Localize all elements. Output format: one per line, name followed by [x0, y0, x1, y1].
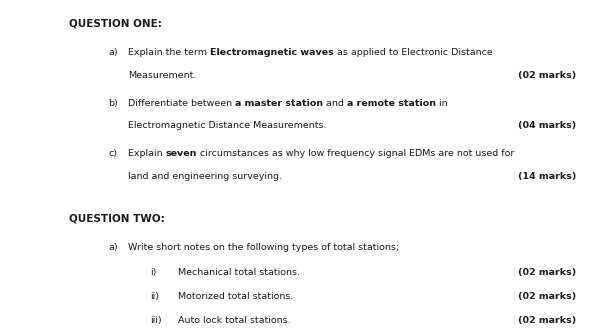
Text: Auto lock total stations.: Auto lock total stations.: [178, 316, 290, 325]
Text: seven: seven: [166, 149, 197, 158]
Text: in: in: [436, 98, 448, 108]
Text: land and engineering surveying.: land and engineering surveying.: [128, 172, 282, 181]
Text: and: and: [323, 98, 347, 108]
Text: (02 marks): (02 marks): [518, 292, 577, 301]
Text: (02 marks): (02 marks): [518, 268, 577, 277]
Text: QUESTION ONE:: QUESTION ONE:: [70, 18, 163, 28]
Text: Motorized total stations.: Motorized total stations.: [178, 292, 293, 301]
Text: QUESTION TWO:: QUESTION TWO:: [70, 213, 165, 223]
Text: Explain: Explain: [128, 149, 166, 158]
Text: (14 marks): (14 marks): [518, 172, 577, 181]
Text: (02 marks): (02 marks): [518, 316, 577, 325]
Text: c): c): [109, 149, 118, 158]
Text: Write short notes on the following types of total stations;: Write short notes on the following types…: [128, 243, 399, 252]
Text: (04 marks): (04 marks): [518, 122, 577, 130]
Text: circumstances as why low frequency signal EDMs are not used for: circumstances as why low frequency signa…: [197, 149, 514, 158]
Text: Explain the term: Explain the term: [128, 48, 210, 57]
Text: i): i): [150, 268, 157, 277]
Text: (02 marks): (02 marks): [518, 71, 577, 80]
Text: b): b): [109, 98, 118, 108]
Text: Measurement.: Measurement.: [128, 71, 196, 80]
Text: a): a): [109, 48, 118, 57]
Text: as applied to Electronic Distance: as applied to Electronic Distance: [334, 48, 492, 57]
Text: Electromagnetic waves: Electromagnetic waves: [210, 48, 334, 57]
Text: a): a): [109, 243, 118, 252]
Text: iii): iii): [150, 316, 161, 325]
Text: ii): ii): [150, 292, 159, 301]
Text: Mechanical total stations.: Mechanical total stations.: [178, 268, 300, 277]
Text: Differentiate between: Differentiate between: [128, 98, 235, 108]
Text: a remote station: a remote station: [347, 98, 436, 108]
Text: Electromagnetic Distance Measurements.: Electromagnetic Distance Measurements.: [128, 122, 326, 130]
Text: a master station: a master station: [235, 98, 323, 108]
